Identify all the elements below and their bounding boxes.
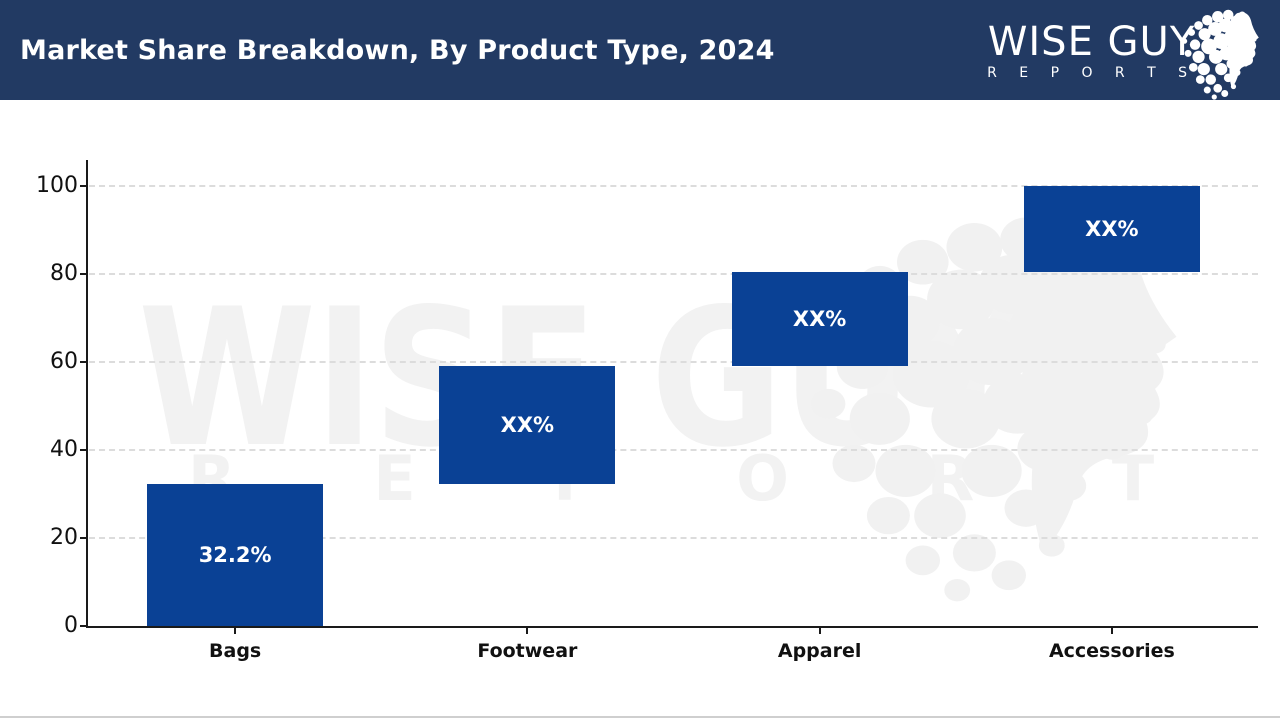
logo-face-icon: [1181, 9, 1259, 100]
y-tick-mark-40: [80, 449, 88, 451]
logo-wordmark-line2: R E P O R T S: [987, 65, 1196, 81]
logo-wordmark: WISE GUY R E P O R T S: [987, 20, 1196, 81]
x-tick-mark-accessories: [1110, 626, 1113, 634]
y-tick-label-100: 100: [36, 173, 78, 198]
page-title: Market Share Breakdown, By Product Type,…: [20, 34, 775, 66]
y-tick-label-80: 80: [50, 261, 78, 286]
gridline-100: [89, 185, 1258, 187]
x-category-label-accessories: Accessories: [1048, 640, 1175, 662]
plot: 0 20 40 60 80 100 32.2% Bags XX% Footwear XX% Appar…: [0, 100, 1280, 720]
bar-label-apparel: XX%: [792, 307, 847, 332]
y-axis-line: [86, 160, 88, 628]
x-category-label-bags: Bags: [209, 640, 262, 662]
x-tick-mark-footwear: [526, 626, 529, 634]
bar-label-footwear: XX%: [500, 413, 555, 438]
bar-bags: [147, 484, 324, 626]
wise-guy-logo: WISE GUY R E P O R T S: [987, 6, 1266, 100]
y-tick-label-60: 60: [50, 349, 78, 374]
chart-area: WISE GUY R E P O R T S: [0, 100, 1280, 720]
bar-label-accessories: XX%: [1085, 217, 1139, 242]
x-category-label-footwear: Footwear: [477, 640, 578, 662]
y-tick-mark-100: [80, 185, 88, 187]
x-tick-mark-bags: [234, 626, 237, 634]
y-tick-label-40: 40: [50, 437, 78, 462]
gridline-80: [89, 273, 1258, 275]
x-tick-mark-apparel: [818, 626, 821, 634]
y-tick-mark-60: [80, 361, 88, 363]
x-axis-line: [86, 626, 1258, 628]
gridline-20: [89, 537, 1258, 539]
y-tick-mark-0: [80, 625, 88, 627]
header-banner: Market Share Breakdown, By Product Type,…: [0, 0, 1280, 100]
gridline-40: [89, 449, 1258, 451]
bar-footwear: [439, 366, 616, 485]
y-tick-mark-20: [80, 537, 88, 539]
logo-wordmark-line1: WISE GUY: [987, 19, 1196, 65]
bar-label-bags: 32.2%: [198, 543, 272, 568]
y-tick-label-20: 20: [50, 525, 78, 550]
x-category-label-apparel: Apparel: [777, 640, 862, 662]
gridline-60: [89, 361, 1258, 363]
y-tick-mark-80: [80, 273, 88, 275]
y-tick-label-0: 0: [64, 613, 78, 638]
bottom-border: [0, 716, 1280, 718]
